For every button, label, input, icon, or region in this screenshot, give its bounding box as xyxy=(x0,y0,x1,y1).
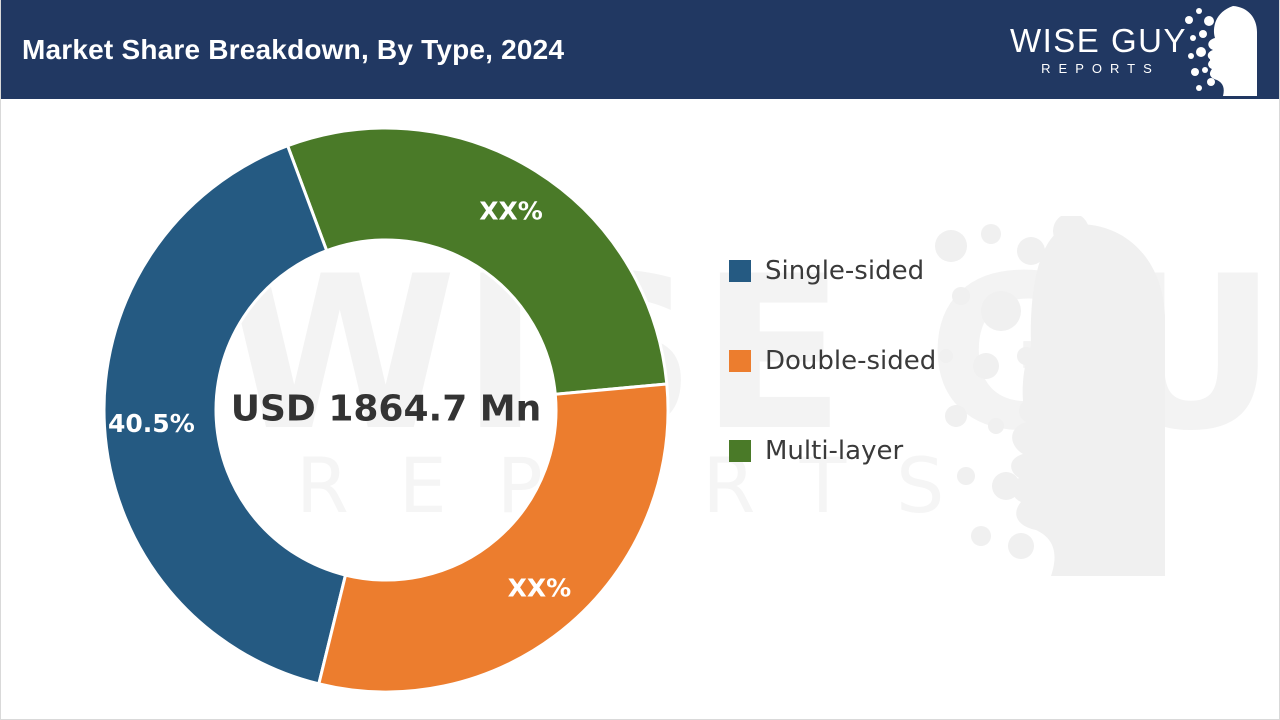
donut-slice-single-sided xyxy=(102,143,348,686)
header: Market Share Breakdown, By Type, 2024 WI… xyxy=(1,0,1279,99)
brand-text: WISE GUY REPORTS xyxy=(1009,21,1187,76)
legend-item-double-sided: Double-sided xyxy=(729,348,936,374)
legend-label: Single-sided xyxy=(765,256,925,286)
legend-label: Double-sided xyxy=(765,346,937,376)
slice-label-double-sided: XX% xyxy=(508,574,572,603)
head-watermark xyxy=(935,216,1165,576)
legend-swatch xyxy=(729,350,751,372)
legend-item-single-sided: Single-sided xyxy=(729,258,936,284)
donut-slice-multi-layer xyxy=(285,126,669,396)
donut-chart: XX% 40.5% XX% xyxy=(102,126,670,694)
brand-logo: WISE GUY REPORTS xyxy=(1010,4,1257,96)
legend-swatch xyxy=(729,440,751,462)
legend-label: Multi-layer xyxy=(765,436,904,466)
legend-swatch xyxy=(729,260,751,282)
donut-slice-double-sided xyxy=(317,382,670,694)
slice-label-single-sided: 40.5% xyxy=(108,409,195,438)
brand-reports: REPORTS xyxy=(1041,60,1160,76)
page-title: Market Share Breakdown, By Type, 2024 xyxy=(22,33,565,65)
brand-name: WISE GUY xyxy=(1009,21,1187,59)
legend-item-multi-layer: Multi-layer xyxy=(729,438,936,464)
center-value: USD 1864.7 Mn xyxy=(230,388,542,430)
slice-label-multi-layer: XX% xyxy=(479,197,543,226)
legend: Single-sided Double-sided Multi-layer xyxy=(729,258,936,464)
head-profile-icon xyxy=(1185,5,1257,96)
